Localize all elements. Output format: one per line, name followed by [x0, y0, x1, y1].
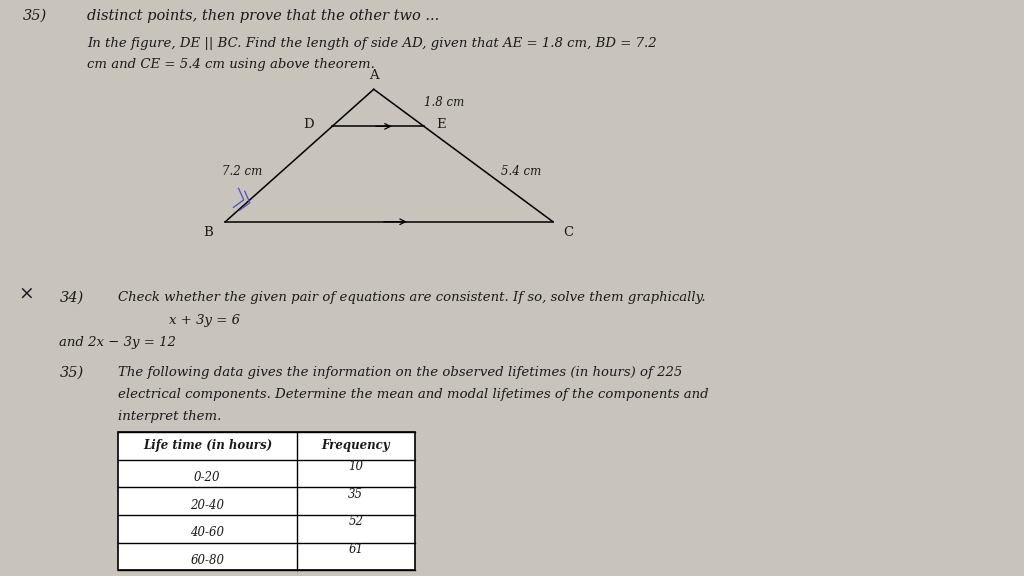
Text: 52: 52 [348, 516, 364, 528]
Text: 35): 35) [23, 9, 47, 22]
Text: B: B [203, 226, 213, 240]
Text: The following data gives the information on the observed lifetimes (in hours) of: The following data gives the information… [118, 366, 682, 379]
Text: 5.4 cm: 5.4 cm [501, 165, 541, 177]
Text: ×: × [18, 285, 34, 303]
Bar [118, 432, 415, 570]
Text: distinct points, then prove that the other two ...: distinct points, then prove that the oth… [87, 9, 439, 22]
Text: 20-40: 20-40 [190, 499, 224, 511]
Text: C: C [563, 226, 573, 240]
Text: In the figure, DE || BC. Find the length of side AD, given that AE = 1.8 cm, BD : In the figure, DE || BC. Find the length… [87, 37, 656, 51]
Text: 7.2 cm: 7.2 cm [222, 165, 263, 177]
Text: 61: 61 [348, 543, 364, 556]
Text: Life time (in hours): Life time (in hours) [142, 439, 272, 452]
Text: 35): 35) [59, 366, 84, 380]
Text: x + 3y = 6: x + 3y = 6 [169, 314, 240, 327]
Text: Frequency: Frequency [322, 439, 390, 452]
Text: E: E [436, 118, 445, 131]
Text: Check whether the given pair of equations are consistent. If so, solve them grap: Check whether the given pair of equation… [118, 291, 706, 304]
Text: D: D [303, 118, 313, 131]
Text: 0-20: 0-20 [195, 471, 220, 484]
Text: 34): 34) [59, 291, 84, 305]
Text: 1.8 cm: 1.8 cm [425, 96, 465, 108]
Text: 10: 10 [348, 460, 364, 473]
Text: cm and CE = 5.4 cm using above theorem.: cm and CE = 5.4 cm using above theorem. [87, 58, 375, 71]
Text: A: A [369, 69, 379, 82]
Text: interpret them.: interpret them. [118, 410, 221, 423]
Text: 60-80: 60-80 [190, 554, 224, 567]
Text: electrical components. Determine the mean and modal lifetimes of the components : electrical components. Determine the mea… [118, 388, 709, 401]
Text: and 2x − 3y = 12: and 2x − 3y = 12 [59, 336, 176, 349]
Text: 35: 35 [348, 488, 364, 501]
Text: 40-60: 40-60 [190, 526, 224, 539]
